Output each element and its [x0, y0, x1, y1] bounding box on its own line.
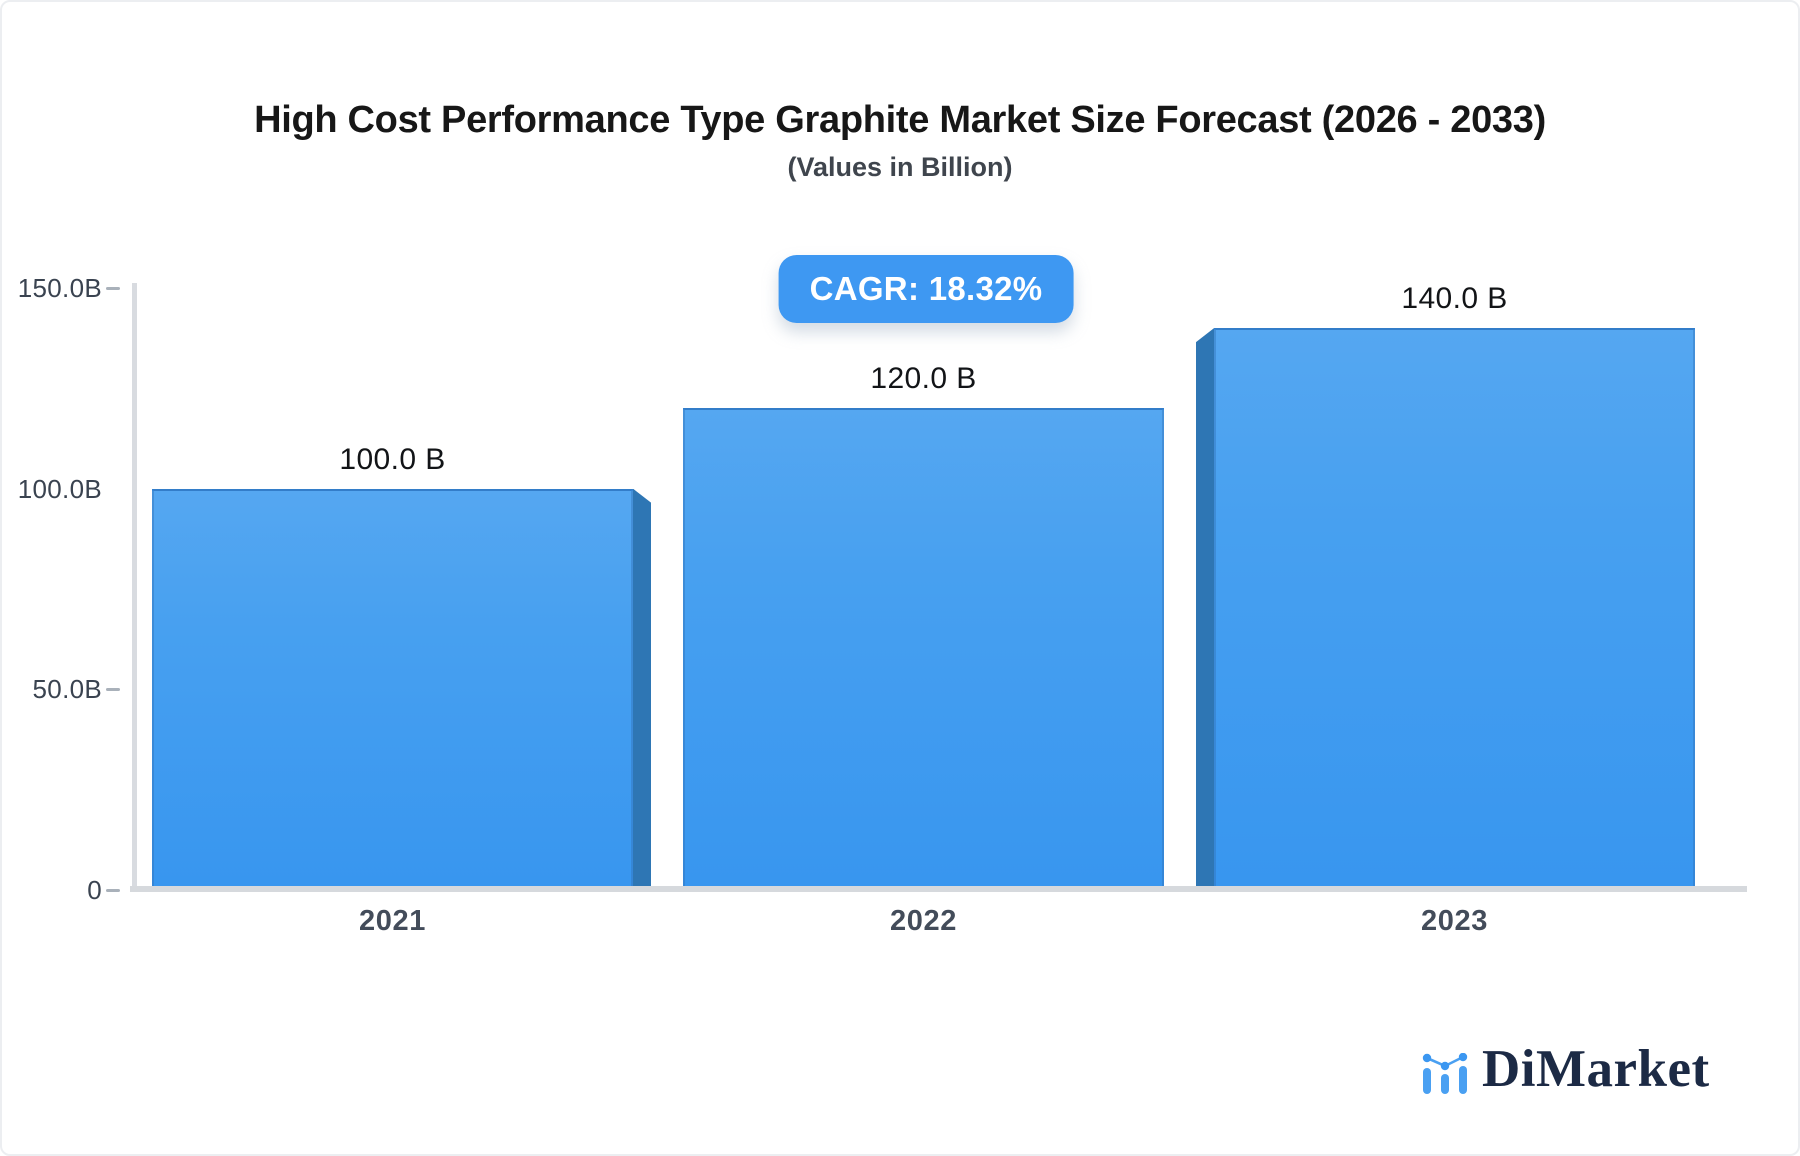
- bar-2023[interactable]: [1214, 328, 1695, 886]
- bar-value-label: 120.0 B: [870, 362, 977, 396]
- bar-2022[interactable]: [683, 408, 1164, 886]
- y-axis-tick-label: 50.0B: [32, 674, 102, 705]
- bar-2021[interactable]: [152, 488, 633, 886]
- y-axis-tick-label: 100.0B: [17, 473, 102, 504]
- cagr-badge: CAGR: 18.32%: [778, 255, 1074, 323]
- chart-subtitle: (Values in Billion): [787, 152, 1013, 182]
- y-axis-tick-dash: [106, 286, 120, 290]
- y-axis-tick-label: 0: [87, 875, 102, 905]
- bar-value-label: 100.0 B: [339, 442, 446, 476]
- logo-text: DiMarket: [1482, 1040, 1710, 1098]
- bar-3d-side: [1196, 328, 1214, 886]
- x-axis-label: 2023: [1421, 905, 1488, 937]
- x-axis-baseline: [130, 886, 1747, 892]
- chart-title: High Cost Performance Type Graphite Mark…: [254, 99, 1546, 141]
- y-axis-line: [132, 283, 137, 890]
- bar-value-label: 140.0 B: [1401, 282, 1508, 316]
- y-axis-tick-dash: [106, 888, 120, 892]
- x-axis-label: 2021: [359, 905, 426, 937]
- bar-chart-logo-icon: [1422, 1053, 1468, 1094]
- x-axis-label: 2022: [890, 905, 957, 937]
- dimarket-logo[interactable]: DiMarket: [1422, 1040, 1710, 1098]
- y-axis-tick-label: 150.0B: [17, 273, 102, 303]
- y-axis-tick-dash: [106, 687, 120, 691]
- bar-3d-side: [633, 488, 651, 886]
